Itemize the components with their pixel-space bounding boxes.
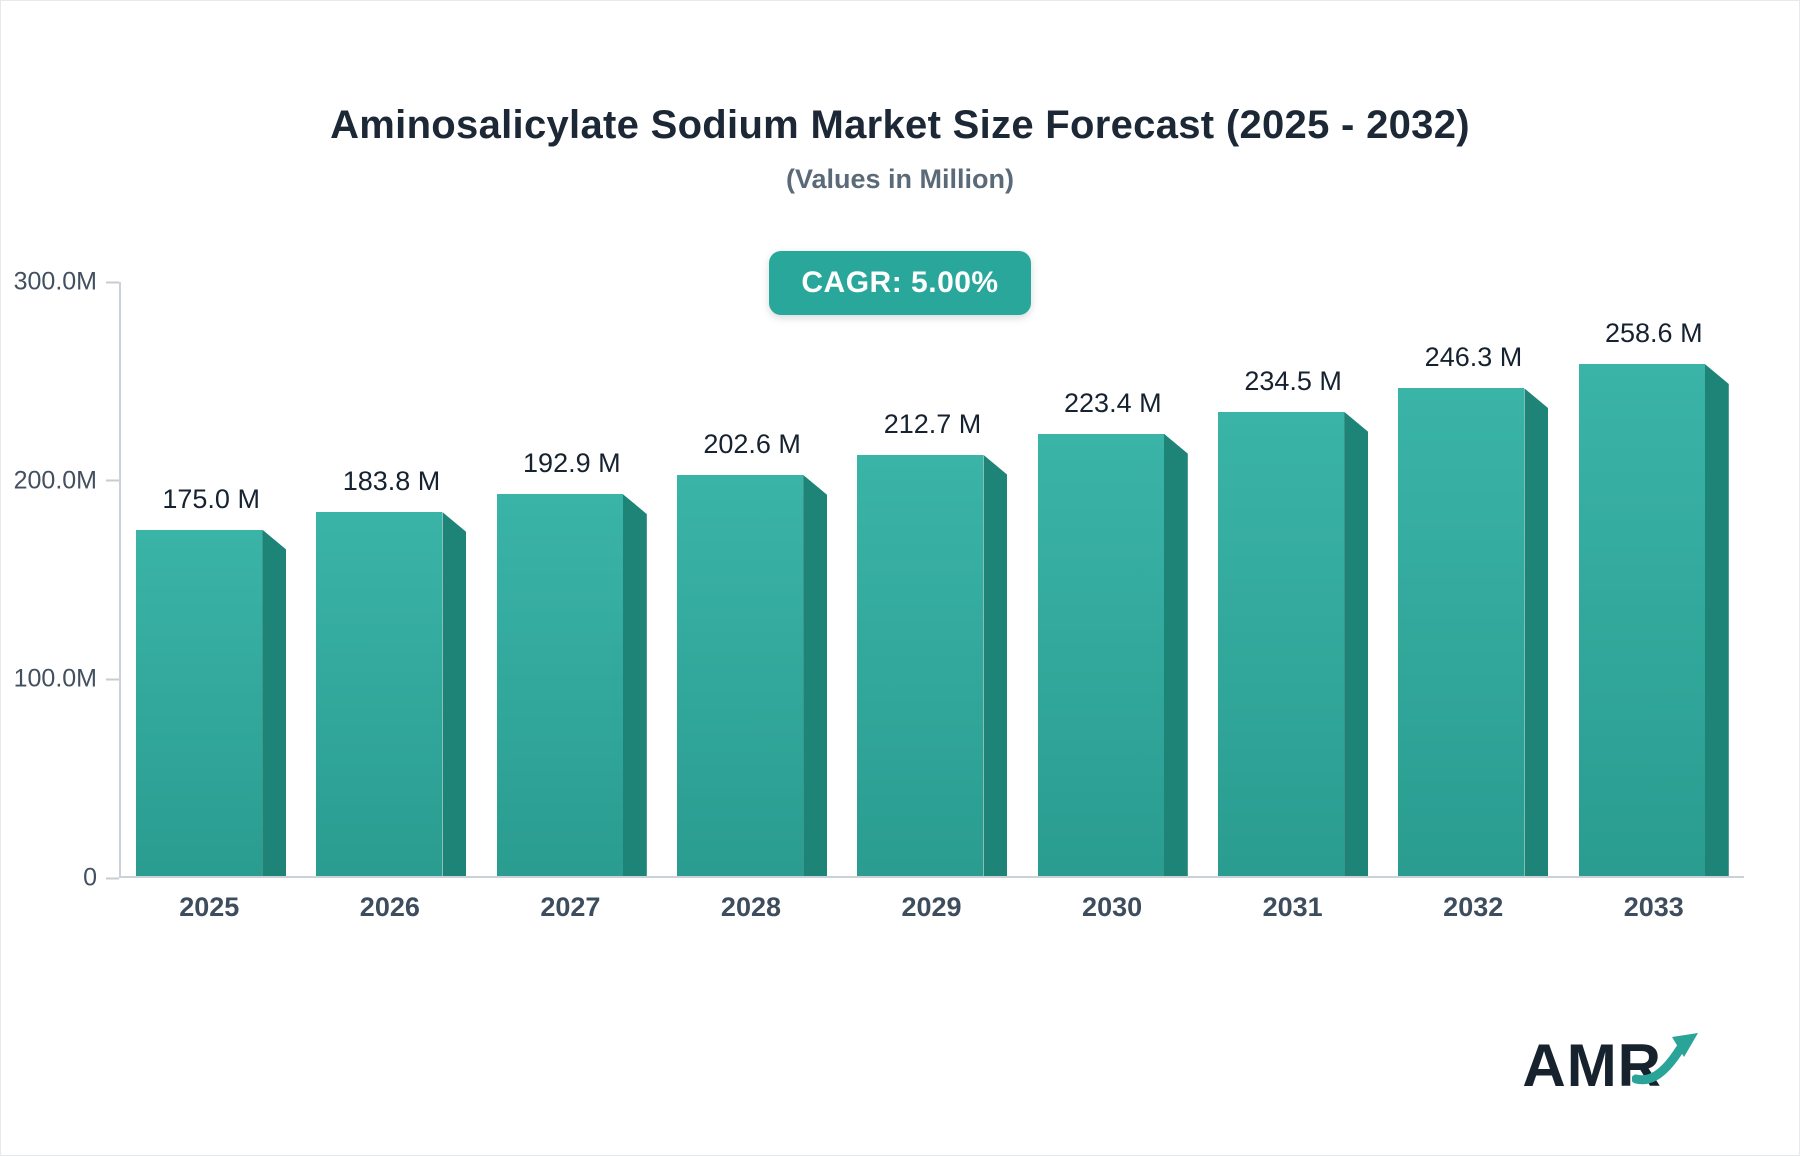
x-tick-label: 2030 [1082,892,1143,922]
bar-front-face [857,454,984,876]
brand-logo: AMR [1522,1031,1704,1100]
y-tick: 100.0M [14,665,119,694]
bar [496,494,647,876]
y-tick-label: 200.0M [13,466,97,495]
y-tick-mark [106,281,119,283]
bar [677,474,828,876]
x-tick-label: 2032 [1443,892,1504,922]
bar [316,512,467,876]
bar-front-face [1218,411,1345,876]
bar-front-face [1398,388,1525,876]
chart-title: Aminosalicylate Sodium Market Size Forec… [330,103,1470,147]
bar-value-label: 258.6 M [1605,317,1703,348]
bar-group: 223.4 M [1023,282,1203,876]
y-axis: 300.0M 200.0M 100.0M 0 [1,268,119,892]
bar-value-label: 175.0 M [162,483,260,514]
bar-group: 175.0 M [121,282,301,876]
bar-group: 212.7 M [842,282,1022,876]
x-axis-labels: 2025 2026 2027 2028 2029 2030 2031 2032 2033 [119,892,1744,923]
bar-side-face [983,454,1008,876]
bar [1218,411,1369,876]
x-tick-label: 2031 [1262,892,1323,922]
bar [1398,388,1549,876]
y-tick: 0 [83,864,119,893]
bar-front-face [316,512,443,876]
bar-side-face [262,529,287,876]
y-tick-label: 300.0M [13,267,97,296]
growth-arrow-icon [1632,1032,1698,1084]
y-tick-label: 100.0M [13,664,97,693]
bar-group: 234.5 M [1203,282,1383,876]
bar-front-face [496,494,623,876]
bar-side-face [1704,363,1729,876]
bar-value-label: 223.4 M [1064,387,1162,418]
bar-group: 246.3 M [1383,282,1563,876]
bar-front-face [1037,433,1164,876]
bar-side-face [803,474,828,876]
y-tick: 300.0M [14,268,119,297]
bar-group: 258.6 M [1564,282,1744,876]
chart: 300.0M 200.0M 100.0M 0 175.0 M 183.8 M 192.… [1,268,1799,982]
bar-value-label: 234.5 M [1244,365,1342,396]
x-tick-label: 2029 [901,892,962,922]
x-tick-label: 2028 [720,892,781,922]
bar [857,454,1008,876]
x-tick-label: 2025 [179,892,240,922]
bar-group: 202.6 M [662,282,842,876]
plot-area: 175.0 M 183.8 M 192.9 M 202.6 M 212.7 M [119,282,1744,878]
bar-front-face [136,529,263,876]
cagr-badge: CAGR: 5.00% [769,251,1031,315]
chart-subtitle: (Values in Million) [785,164,1015,194]
bar-side-face [442,512,467,876]
bar-side-face [1524,388,1549,876]
y-tick-mark [106,678,119,681]
badge-row: CAGR: 5.00% [1,251,1799,315]
x-tick-label: 2033 [1623,892,1684,922]
x-tick-label: 2027 [540,892,601,922]
bar-value-label: 202.6 M [703,428,801,459]
bar [1037,433,1188,876]
bar-group: 183.8 M [301,282,481,876]
brand-logo-text: AMR [1522,1032,1662,1099]
bar-side-face [1344,411,1369,876]
y-tick-label: 0 [83,863,97,892]
bar-group: 192.9 M [482,282,662,876]
bar-value-label: 192.9 M [523,448,621,479]
bar-front-face [677,474,804,876]
y-tick-mark [106,877,119,879]
bar [136,529,287,876]
y-tick-mark [106,479,119,482]
bar-value-label: 183.8 M [342,466,441,497]
bar-side-face [622,494,647,876]
x-tick-label: 2026 [359,892,420,922]
bar-front-face [1578,363,1705,876]
bar [1578,363,1729,876]
bar-value-label: 212.7 M [883,408,982,439]
bar-side-face [1163,433,1188,876]
y-tick: 200.0M [14,466,119,495]
bar-value-label: 246.3 M [1424,342,1523,373]
